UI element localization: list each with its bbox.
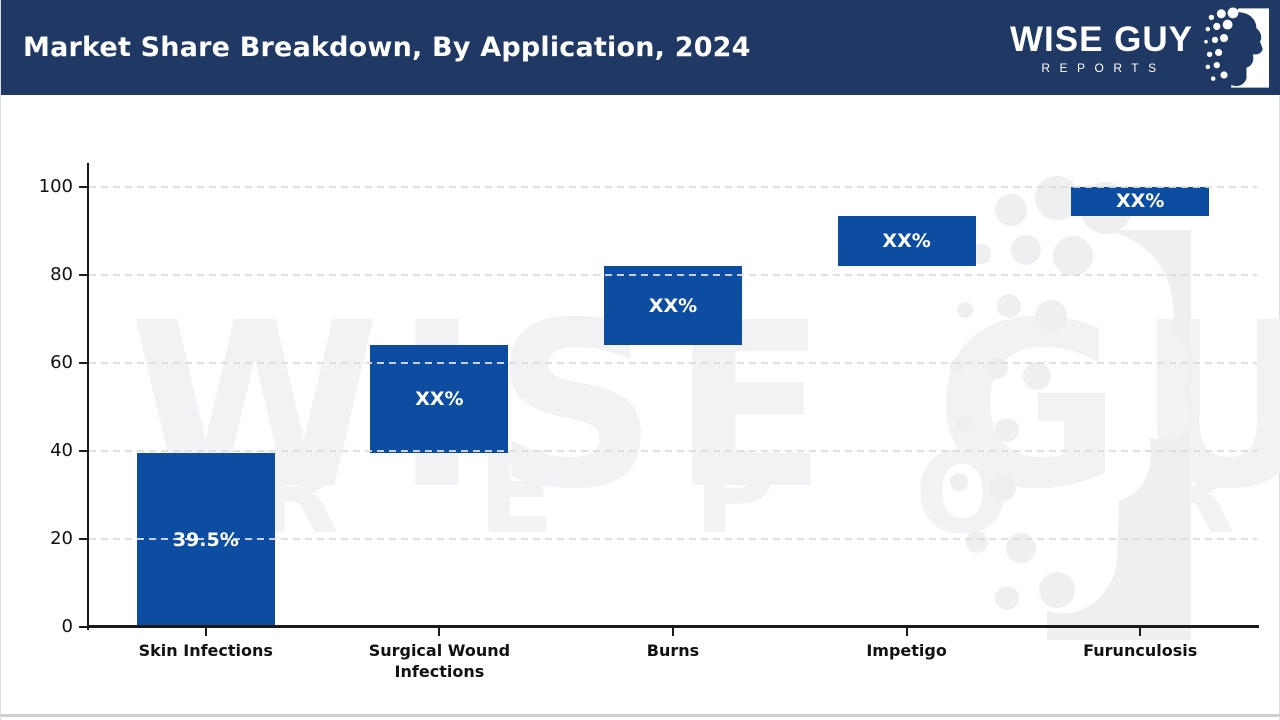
bar-furunculosis (1071, 187, 1210, 216)
bar-burns (604, 266, 742, 346)
gridline (89, 362, 1257, 364)
brand-logo: WISE GUY REPORTS (1010, 6, 1269, 90)
chart-title: Market Share Breakdown, By Application, … (23, 32, 751, 63)
y-tick-label: 60 (50, 352, 73, 373)
bar-value-label: XX% (648, 294, 698, 317)
x-tick (672, 628, 674, 636)
brand-logo-head-icon (1204, 7, 1269, 88)
x-tick (1139, 628, 1142, 636)
y-tick-label: 80 (50, 264, 73, 285)
x-tick-label-impetigo: Impetigo (866, 641, 947, 660)
x-tick-label-surgical-wound-infections: Surgical Wound Infections (368, 641, 511, 681)
bar-value-label: XX% (882, 229, 931, 252)
y-tick-label: 0 (61, 616, 73, 637)
y-tick-label: 20 (50, 528, 73, 549)
gridline (89, 538, 1257, 540)
brand-logo-text: WISE GUY REPORTS (1010, 22, 1193, 74)
brand-logo-sub: REPORTS (1041, 61, 1166, 75)
plot-area: 0 20 40 60 80 100 39.5% XX% XX% XX% XX% Skin Infect… (39, 163, 1259, 681)
bar-impetigo (837, 215, 976, 267)
bar-value-label: XX% (415, 388, 464, 411)
bar-skin-infections (136, 453, 275, 627)
y-axis-line (87, 163, 89, 630)
gridline (89, 450, 1257, 452)
x-tick-label-burns: Burns (646, 641, 700, 660)
y-tick (79, 626, 88, 628)
x-tick-label-skin-infections: Skin Infections (138, 641, 273, 660)
y-tick (79, 186, 88, 188)
y-tick (79, 362, 88, 364)
bottom-rule (1, 714, 1280, 717)
gridline (89, 186, 1257, 188)
x-axis-line (87, 625, 1259, 628)
brand-logo-name: WISE GUY (1009, 20, 1193, 59)
x-tick-label-furunculosis: Furunculosis (1083, 641, 1198, 660)
x-tick (204, 628, 207, 636)
gridline (89, 274, 1257, 276)
x-tick (438, 628, 441, 636)
y-tick (79, 274, 88, 276)
header-bar: Market Share Breakdown, By Application, … (1, 0, 1280, 95)
watermark-reports: R E P O R T S (253, 429, 1280, 559)
y-tick (79, 450, 88, 452)
y-tick-label: 100 (38, 176, 73, 197)
y-tick-label: 40 (50, 440, 73, 461)
x-tick (905, 628, 908, 636)
bar-value-label: XX% (1116, 190, 1165, 213)
y-tick (79, 538, 88, 540)
bar-value-label: 39.5% (172, 529, 239, 552)
